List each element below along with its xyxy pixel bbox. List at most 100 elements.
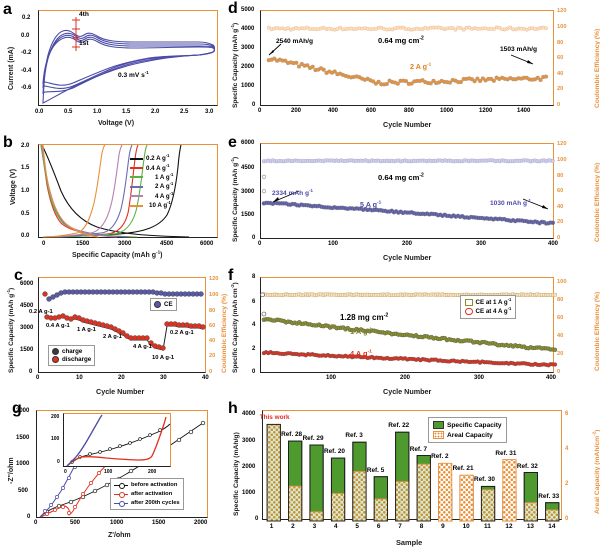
panel-c-rate-label-4: 4 A g-1 bbox=[133, 344, 152, 350]
panel-h-xtick: 9 bbox=[441, 523, 445, 530]
panel-d-xtick-3: 600 bbox=[366, 108, 377, 114]
bar-group bbox=[266, 423, 560, 522]
panel-b-xlabel: Specific Capacity (mAh g-1) bbox=[72, 249, 163, 259]
panel-h-bar-label: Ref. 30 bbox=[474, 476, 495, 484]
panel-a-xtick-1: 0.5 bbox=[64, 109, 73, 115]
legend-line-icon bbox=[130, 195, 143, 198]
panel-a-xtick-4: 2.0 bbox=[151, 109, 160, 115]
panel-f-legend: CE at 1 A g-1 CE at 4 A g-1 bbox=[460, 295, 517, 319]
panel-d: d Specific Capacity (mAh g-1) Coulombic … bbox=[228, 0, 600, 132]
panel-b-legend-label: 1 A g-1 bbox=[155, 171, 174, 181]
panel-h-xtick: 13 bbox=[526, 523, 534, 530]
panel-h-xtick: 6 bbox=[376, 523, 381, 530]
inset-before-markers bbox=[70, 428, 162, 464]
panel-h-ytick2-0: 0 bbox=[565, 516, 569, 522]
panel-b-legend-label: 0.4 A g-1 bbox=[146, 162, 170, 172]
panel-b-xtick-0: 0 bbox=[42, 241, 46, 247]
panel-h-plot-area bbox=[262, 410, 562, 522]
panel-f-ytick-1: 2 bbox=[252, 346, 256, 352]
panel-f-ytick-0: 0 bbox=[252, 369, 256, 375]
inset-ytick-200: 200 bbox=[51, 414, 60, 420]
panel-f-xtick-2: 300 bbox=[474, 375, 485, 381]
panel-g-inset-plot: 200 100 0 0 100 200 bbox=[51, 413, 171, 475]
panel-a-xtick-2: 1.0 bbox=[93, 109, 102, 115]
panel-g-ytick-2: 1000 bbox=[16, 461, 30, 467]
panel-c-rate-label-2: 1 A g-1 bbox=[77, 327, 96, 333]
panel-c-legend-label-ce: CE bbox=[164, 300, 173, 308]
panel-c-ytick2-1: 20 bbox=[209, 353, 216, 359]
panel-h-xtick: 10 bbox=[462, 523, 470, 530]
panel-f-ytick-3: 6 bbox=[252, 299, 256, 305]
panel-d-ylabel: Specific Capacity (mAh g-1) bbox=[229, 22, 239, 108]
panel-a-xtick-0: 0.0 bbox=[35, 109, 44, 115]
panel-h-bar-label: Ref. 3 bbox=[345, 432, 363, 440]
panel-c-rate-label-0: 0.2 A g-1 bbox=[29, 309, 53, 315]
panel-f-legend-label-1ag: CE at 1 A g-1 bbox=[475, 296, 512, 306]
panel-e-ytick-4: 6000 bbox=[241, 140, 255, 146]
panel-c-label: c bbox=[14, 267, 23, 284]
panel-d-xlabel: Cycle Number bbox=[383, 120, 432, 129]
panel-b-ytick-0: 0.0 bbox=[21, 233, 30, 239]
areal-capacity-swatch-icon bbox=[433, 431, 444, 439]
panel-a-scan-rate: 0.3 mV s-1 bbox=[118, 69, 149, 79]
panel-h-ytick2-1: 2 bbox=[565, 481, 569, 487]
specific-capacity-swatch-icon bbox=[433, 421, 444, 429]
panel-e-ytick2-6: 120 bbox=[557, 141, 567, 147]
panel-b-legend-item: 1 A g-1 bbox=[130, 171, 174, 182]
panel-b-xtick-4: 6000 bbox=[200, 241, 214, 247]
panel-h-ytick-3: 3000 bbox=[242, 438, 256, 444]
ce-series bbox=[266, 25, 548, 32]
panel-a-xlabel: Voltage (V) bbox=[98, 120, 135, 127]
panel-d-ytick2-5: 100 bbox=[557, 24, 567, 30]
panel-e-end-label: 1030 mAh g-1 bbox=[490, 197, 531, 207]
panel-g-legend-item-after: after activation bbox=[114, 490, 180, 499]
capacity-series bbox=[261, 174, 555, 226]
panel-b-legend-label: 2 A g-1 bbox=[155, 181, 174, 191]
panel-a-ytick-4: 0.2 bbox=[22, 15, 31, 21]
panel-e-label: e bbox=[228, 134, 237, 151]
ce-series bbox=[261, 158, 555, 164]
panel-a-ytick-2: -0.2 bbox=[21, 50, 32, 56]
panel-e-ytick2-2: 40 bbox=[557, 204, 564, 210]
panel-g-inset-nyquist bbox=[66, 414, 171, 467]
panel-b-ytick-2: 1.0 bbox=[21, 188, 30, 194]
panel-g-legend: before activation after activation after… bbox=[110, 478, 184, 510]
after-activation-series bbox=[40, 463, 108, 518]
panel-f-ytick-4: 8 bbox=[252, 274, 256, 280]
panel-e-xtick-2: 200 bbox=[402, 241, 413, 247]
panel-c-xtick-0: 0 bbox=[36, 375, 40, 381]
panel-c-xtick-1: 10 bbox=[76, 375, 83, 381]
panel-h-bar-label: Ref. 2 bbox=[431, 453, 449, 461]
panel-a-label: a bbox=[3, 1, 12, 18]
panel-h-label: h bbox=[228, 400, 238, 417]
panel-e-ylabel: Specific Capacity (mAh g-1) bbox=[229, 156, 239, 242]
panel-h-xtick: 8 bbox=[419, 523, 424, 530]
panel-c-rate-capability bbox=[42, 289, 206, 351]
panel-e-ylabel2: Coulombic Efficiency (%) bbox=[594, 162, 600, 242]
panel-f-series-label-4ag: 4 A g-1 bbox=[350, 349, 372, 358]
panel-d-ytick-4: 4000 bbox=[241, 26, 255, 32]
panel-f-plot-area bbox=[260, 277, 558, 373]
panel-c-ytick-3: 4500 bbox=[20, 303, 34, 309]
panel-f-mass-loading: 1.28 mg cm-2 bbox=[340, 312, 389, 322]
panel-h-ytick-4: 4000 bbox=[242, 411, 256, 417]
panel-c-rate-label-5: 10 A g-1 bbox=[152, 355, 175, 361]
panel-c-ylabel: Specific Capacity (mAh g-1) bbox=[5, 287, 15, 373]
panel-g-xtick-0: 0 bbox=[34, 520, 38, 526]
panel-a-ytick-1: -0.4 bbox=[21, 68, 32, 74]
panel-h-legend-label-areal: Areal Capacity bbox=[447, 431, 493, 439]
panel-h-ytick-2: 2000 bbox=[242, 464, 256, 470]
panel-b-legend: 0.2 A g-1 0.4 A g-1 1 A g-1 2 A g-1 4 A … bbox=[130, 154, 173, 210]
panel-f-areal-cycling bbox=[260, 292, 558, 368]
panel-a: a Current (mA) Voltage (V) -0.6 -0.4 -0.… bbox=[0, 0, 228, 132]
panel-d-xtick-2: 400 bbox=[328, 108, 339, 114]
panel-f-xtick-1: 200 bbox=[400, 375, 411, 381]
panel-h-legend-label-specific: Specific Capacity bbox=[447, 421, 502, 429]
panel-b-gcd-curves bbox=[40, 144, 190, 238]
panel-g-ytick-4: 2000 bbox=[16, 408, 30, 414]
panel-e-rate-label: 5 A g-1 bbox=[360, 200, 382, 209]
panel-f-ytick2-1: 20 bbox=[557, 351, 564, 357]
panel-d-xtick-4: 800 bbox=[404, 108, 415, 114]
panel-a-xtick-5: 2.5 bbox=[180, 109, 189, 115]
panel-e-ytick-3: 4500 bbox=[241, 165, 255, 171]
